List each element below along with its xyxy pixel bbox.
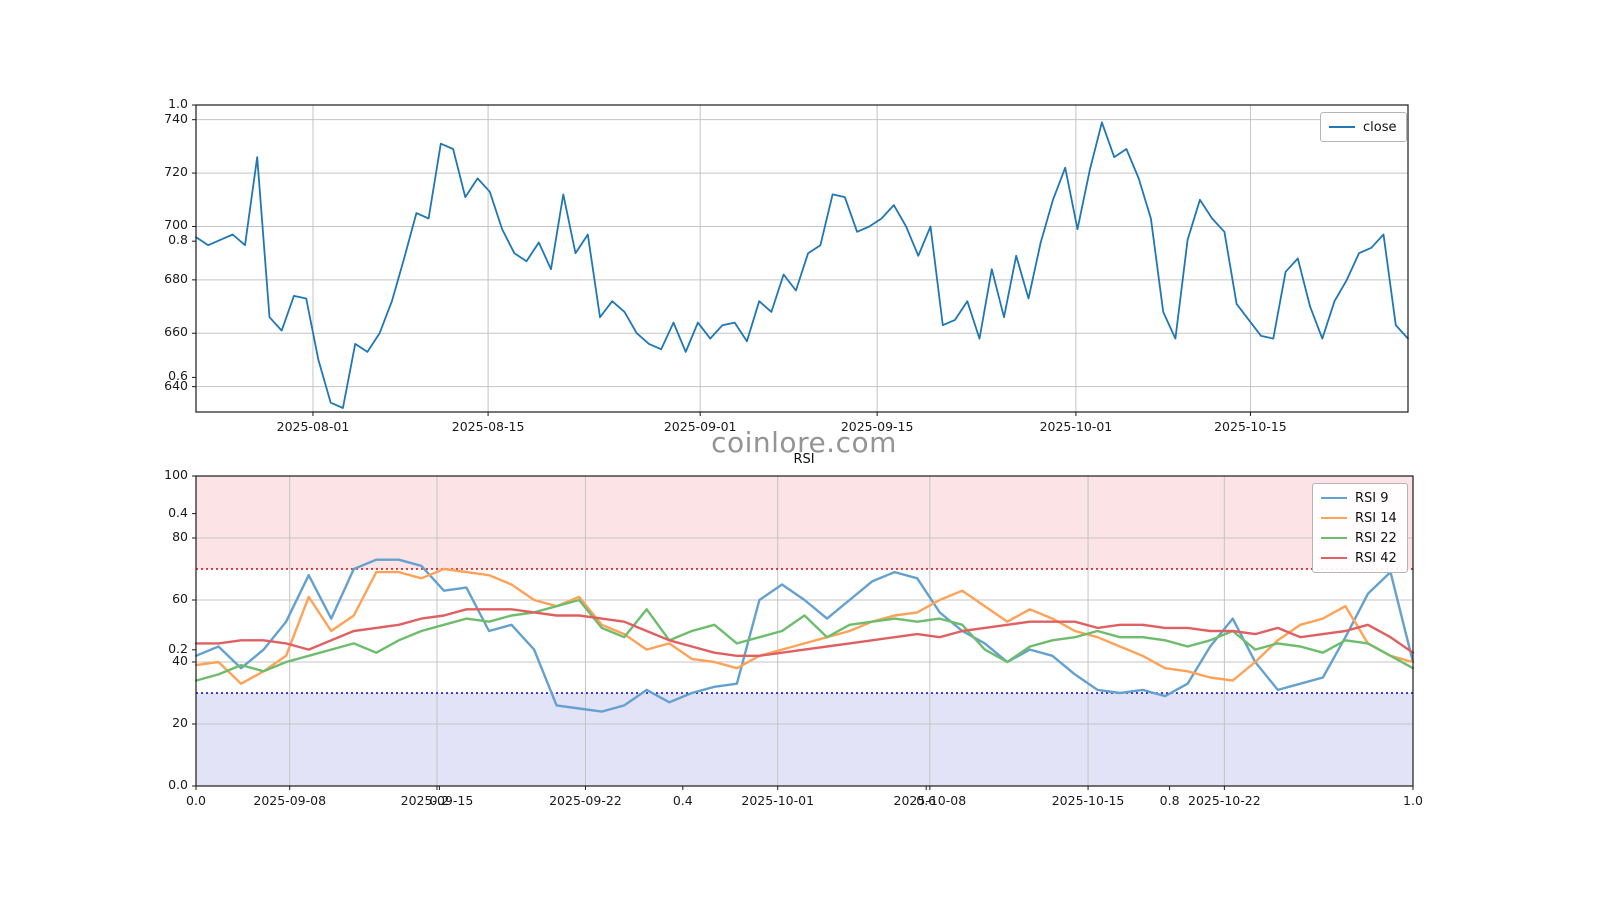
overlay-x-tick-label: 0.4 (672, 793, 693, 808)
legend-label: RSI 22 (1355, 530, 1397, 546)
legend-line-swatch (1321, 557, 1347, 559)
legend-label: RSI 42 (1355, 550, 1397, 566)
overlay-y-tick-label: 0.0 (168, 777, 188, 792)
y-tick-label: 640 (164, 377, 188, 393)
x-tick-label-date: 2025-08-01 (276, 419, 350, 434)
price-legend: close (1320, 112, 1408, 142)
x-tick-label-date: 2025-09-15 (840, 419, 914, 434)
series-rsi-42 (194, 608, 1415, 657)
overlay-x-tick-label: 0.0 (186, 793, 206, 808)
rsi-panel-title: RSI (793, 452, 815, 467)
overlay-x-tick-label: 0.6 (916, 793, 937, 808)
x-tick-label-date: 2025-10-01 (741, 793, 815, 808)
x-tick-label-date: 2025-10-01 (1039, 419, 1113, 434)
x-tick-label-date: 2025-10-15 (1051, 793, 1125, 808)
y-tick-label: 40 (172, 653, 188, 668)
series-rsi-22 (194, 598, 1415, 682)
rsi-legend: RSI 9 RSI 14 RSI 22 RSI 42 (1312, 483, 1408, 573)
x-tick-label-date: 2025-08-15 (451, 419, 525, 434)
y-tick-label: 680 (164, 270, 188, 286)
overlay-y-tick-label: 0.2 (168, 640, 188, 656)
legend-entry: RSI 14 (1321, 508, 1397, 528)
band (196, 693, 1413, 786)
y-tick-label: 720 (164, 164, 188, 180)
legend-label: RSI 9 (1355, 490, 1389, 506)
legend-line-swatch (1321, 517, 1347, 519)
x-tick-label-date: 2025-10-22 (1188, 793, 1261, 808)
legend-entry: RSI 22 (1321, 528, 1397, 548)
overlay-y-tick-label: 0.4 (168, 504, 188, 520)
y-tick-label: 100 (164, 467, 188, 482)
legend-label: close (1363, 119, 1397, 135)
y-tick-label: 20 (172, 715, 188, 730)
x-tick-label-date: 2025-10-15 (1214, 419, 1287, 434)
legend-entry: RSI 9 (1321, 488, 1397, 508)
series-rsi-14 (194, 567, 1415, 685)
overlay-y-tick-label: 0.8 (168, 232, 188, 248)
x-tick-label-date: 2025-10-08 (893, 793, 967, 808)
y-tick-label: 700 (164, 217, 188, 233)
legend-label: RSI 14 (1355, 510, 1397, 526)
legend-entry: RSI 42 (1321, 548, 1397, 568)
y-tick-label: 740 (164, 110, 188, 126)
overlay-x-tick-label: 1.0 (1403, 793, 1423, 808)
overlay-y-tick-label: 0.6 (168, 368, 188, 384)
x-tick-label-date: 2025-09-15 (400, 793, 474, 808)
axes-spine (195, 104, 1409, 413)
x-tick-label-date: 2025-09-01 (663, 419, 737, 434)
y-tick-label: 660 (164, 324, 188, 340)
legend-line-swatch (1321, 537, 1347, 539)
legend-line-swatch (1321, 497, 1347, 499)
legend-line-swatch (1329, 126, 1355, 128)
watermark: coinlore.com (711, 425, 897, 459)
band (196, 476, 1413, 569)
y-tick-label: 80 (172, 529, 188, 544)
axes-spine (195, 475, 1414, 787)
x-tick-label-date: 2025-09-08 (253, 793, 327, 808)
y-tick-label: 60 (172, 591, 188, 606)
x-tick-label-date: 2025-09-22 (549, 793, 622, 808)
series-rsi-9 (194, 558, 1415, 713)
overlay-x-tick-label: 0.8 (1159, 793, 1180, 808)
legend-entry: close (1329, 117, 1396, 137)
overlay-y-tick-label: 1.0 (168, 96, 188, 111)
overlay-x-tick-label: 0.2 (429, 793, 450, 808)
series-close (195, 121, 1409, 409)
